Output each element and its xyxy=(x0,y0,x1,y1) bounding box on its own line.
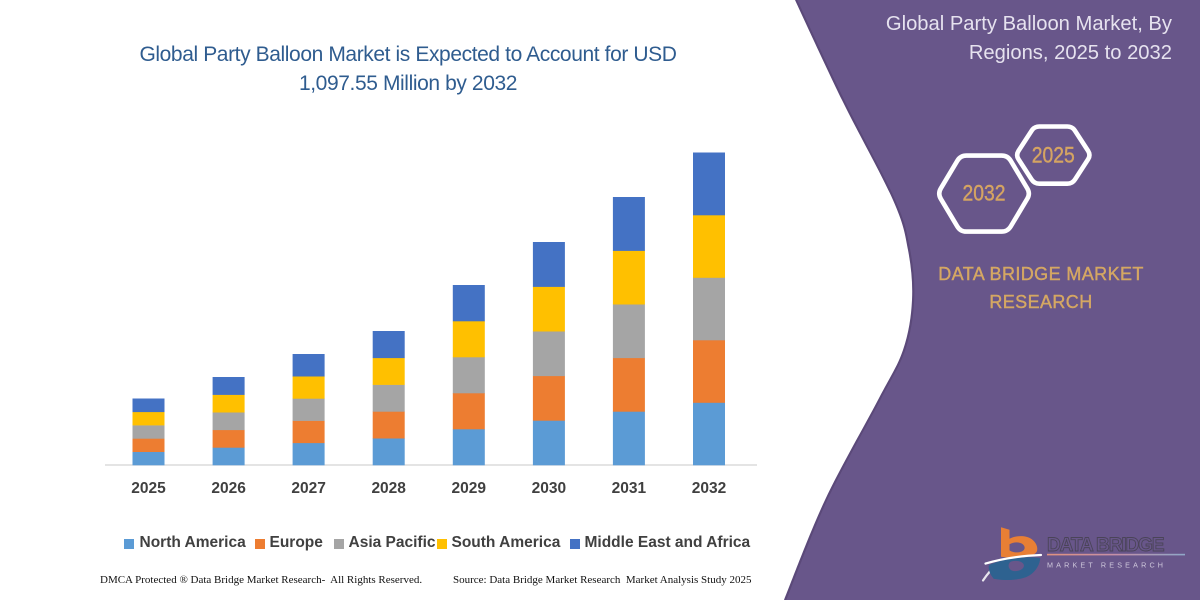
svg-text:2025: 2025 xyxy=(1032,142,1075,167)
svg-text:MARKET RESEARCH: MARKET RESEARCH xyxy=(1047,560,1163,569)
svg-text:DATA BRIDGE: DATA BRIDGE xyxy=(1047,535,1165,556)
svg-text:2032: 2032 xyxy=(963,181,1006,206)
